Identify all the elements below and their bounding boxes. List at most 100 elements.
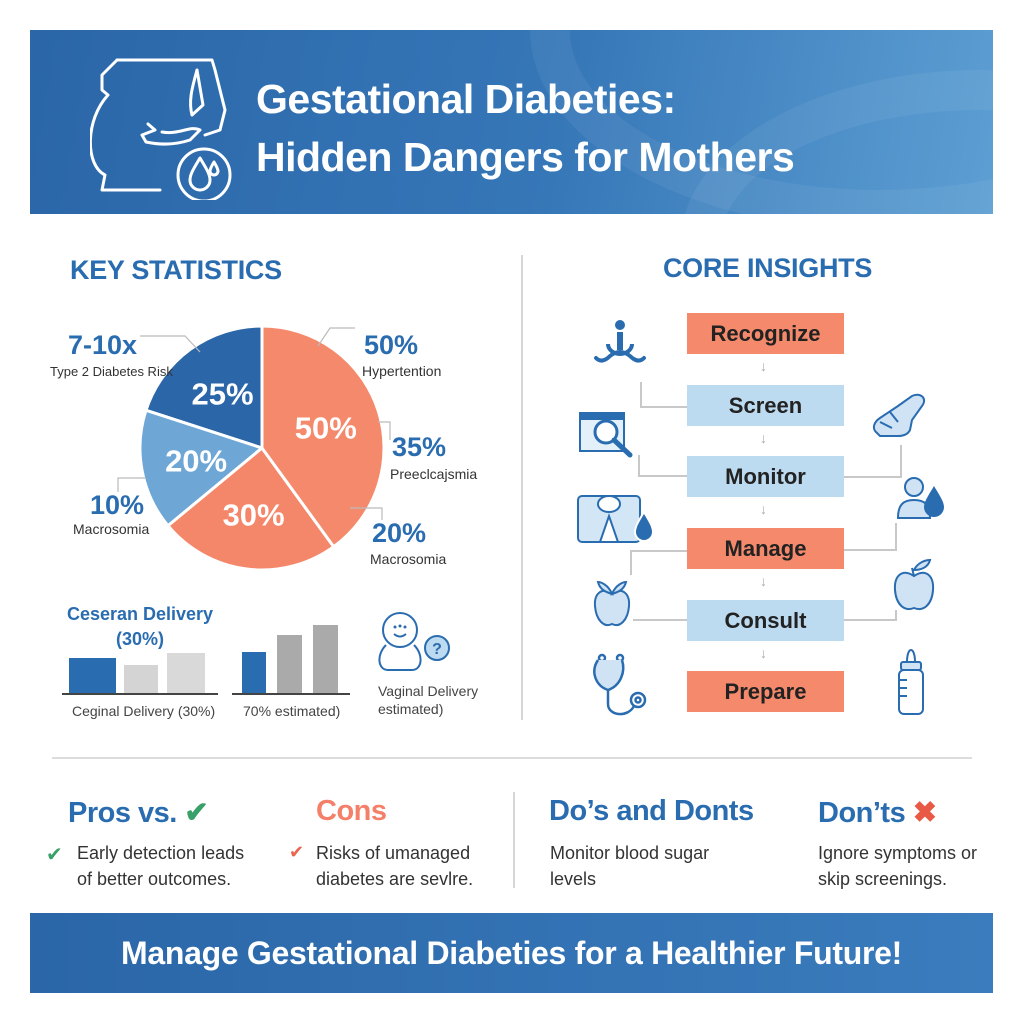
- flow-step-consult: Consult: [687, 600, 844, 641]
- cons-text: Risks of umanaged diabetes are sevlre.: [316, 840, 473, 892]
- stat-label: Macrosomia: [73, 521, 150, 537]
- delivery-subtitle: (30%): [115, 629, 164, 649]
- bar-baseline: [232, 693, 350, 695]
- title-line-1: Gestational Diabeties:: [256, 76, 676, 122]
- arrow-down-icon: ↓: [760, 358, 767, 374]
- checkmark-icon: ✔: [46, 844, 63, 866]
- bar: [277, 635, 302, 693]
- bar-label: Ceginal Delivery (30%): [72, 703, 216, 719]
- text-line: Early detection leads: [77, 843, 245, 863]
- apple-icon: [893, 558, 935, 610]
- delivery-title: Ceseran Delivery (30%): [62, 602, 218, 652]
- connector-line: [633, 619, 687, 621]
- donts-title-text: Don’ts: [818, 797, 906, 829]
- apple-icon: [593, 580, 631, 626]
- scale-drop-icon: [577, 495, 655, 543]
- bar: [242, 652, 266, 693]
- text-line: diabetes are sevlre.: [316, 869, 474, 889]
- stethoscope-icon: [593, 653, 647, 716]
- pie-slice: [260, 324, 386, 549]
- pregnant-woman-blood-drop-icon: [90, 58, 232, 200]
- checkmark-icon: ✔: [289, 842, 305, 862]
- footer-text: Manage Gestational Diabeties for a Healt…: [120, 934, 903, 971]
- baby-question-icon: ?: [378, 612, 450, 671]
- title-line-2: Hidden Dangers for Mothers: [256, 134, 795, 180]
- pie-slice: [165, 445, 336, 572]
- flow-step-monitor: Monitor: [687, 456, 844, 497]
- flow-step-prepare: Prepare: [687, 671, 844, 712]
- column-divider: [521, 255, 523, 720]
- x-mark-icon: ✖: [912, 797, 937, 829]
- text-line: of better outcomes.: [77, 869, 232, 889]
- stat-callout: 7-10x: [68, 330, 137, 361]
- bar-baseline: [62, 693, 218, 695]
- stat-label: Hypertention: [362, 363, 442, 379]
- svg-text:?: ?: [432, 641, 442, 658]
- key-statistics-heading: KEY STATISTICS: [70, 255, 282, 285]
- pros-text: Early detection leads of better outcomes.: [77, 840, 244, 892]
- person-meditation-icon: [594, 320, 646, 363]
- text-line: Ignore symptoms or: [818, 843, 978, 863]
- callout-line: [140, 335, 201, 353]
- person-drop-icon: [896, 477, 944, 519]
- connector-line: [638, 455, 687, 477]
- section-divider: [513, 792, 515, 888]
- text-line: skip screenings.: [818, 869, 948, 889]
- connector-line: [844, 523, 897, 551]
- page-title: Gestational Diabeties: Hidden Dangers fo…: [256, 70, 795, 186]
- text-line: Monitor blood sugar: [550, 843, 710, 863]
- dos-text: Monitor blood sugar levels: [550, 840, 709, 892]
- text-line: levels: [550, 869, 597, 889]
- pie-slice-label: 50%: [295, 410, 357, 445]
- pie-chart: 50% 30% 20% 25%: [117, 324, 391, 572]
- connector-line: [640, 382, 687, 408]
- stat-value: 20%: [372, 518, 427, 548]
- connector-line: [844, 610, 897, 621]
- baby-bottle-icon: [898, 648, 924, 715]
- connector-line: [630, 550, 687, 575]
- bar: [69, 658, 116, 693]
- stat-label: Macrosomia: [370, 551, 447, 567]
- callout-line: [117, 477, 145, 492]
- cons-title: Cons: [316, 795, 387, 827]
- arrow-down-icon: ↓: [760, 430, 767, 446]
- label-line: estimated): [378, 701, 444, 717]
- bar: [124, 665, 158, 693]
- bar: [167, 653, 205, 693]
- stat-value: 10%: [90, 490, 145, 520]
- bar-label: 70% estimated): [243, 703, 341, 719]
- core-insights-heading: CORE INSIGHTS: [662, 253, 873, 283]
- pie-slice: [138, 408, 266, 528]
- pros-title-text: Pros vs.: [68, 797, 177, 829]
- connector-line: [844, 445, 902, 478]
- callout-line: [350, 507, 383, 520]
- arrow-down-icon: ↓: [760, 501, 767, 517]
- calendar-search-icon: [579, 412, 633, 458]
- pie-slice-label: 30%: [223, 498, 285, 533]
- arrow-down-icon: ↓: [760, 573, 767, 589]
- label-line: Vaginal Delivery: [378, 683, 479, 699]
- footer-banner: Manage Gestational Diabeties for a Healt…: [30, 913, 993, 993]
- arrow-down-icon: ↓: [760, 645, 767, 661]
- stat-label: Type 2 Diabetes Risk: [50, 364, 173, 379]
- flow-step-recognize: Recognize: [687, 313, 844, 354]
- bar: [313, 625, 338, 693]
- stat-value: 50%: [364, 330, 419, 360]
- header-banner: Gestational Diabeties: Hidden Dangers fo…: [30, 30, 993, 214]
- text-line: Risks of umanaged: [316, 843, 471, 863]
- section-divider: [52, 757, 972, 759]
- stat-value: 7-10x: [68, 330, 138, 360]
- pie-slice-label: 25%: [192, 377, 254, 412]
- foot-icon: [872, 393, 926, 437]
- flow-step-manage: Manage: [687, 528, 844, 569]
- pie-slice: [144, 324, 264, 451]
- dos-title: Do’s and Donts: [549, 795, 754, 827]
- stat-label: Preeclcajsmia: [390, 466, 478, 482]
- callout-line: [317, 327, 355, 347]
- delivery-title-text: Ceseran Delivery: [66, 604, 214, 624]
- flow-step-screen: Screen: [687, 385, 844, 426]
- checkmark-icon: ✔: [184, 797, 209, 829]
- donts-text: Ignore symptoms or skip screenings.: [818, 840, 977, 892]
- callout-line: [378, 421, 391, 440]
- donts-title: Don’ts ✖: [818, 795, 937, 830]
